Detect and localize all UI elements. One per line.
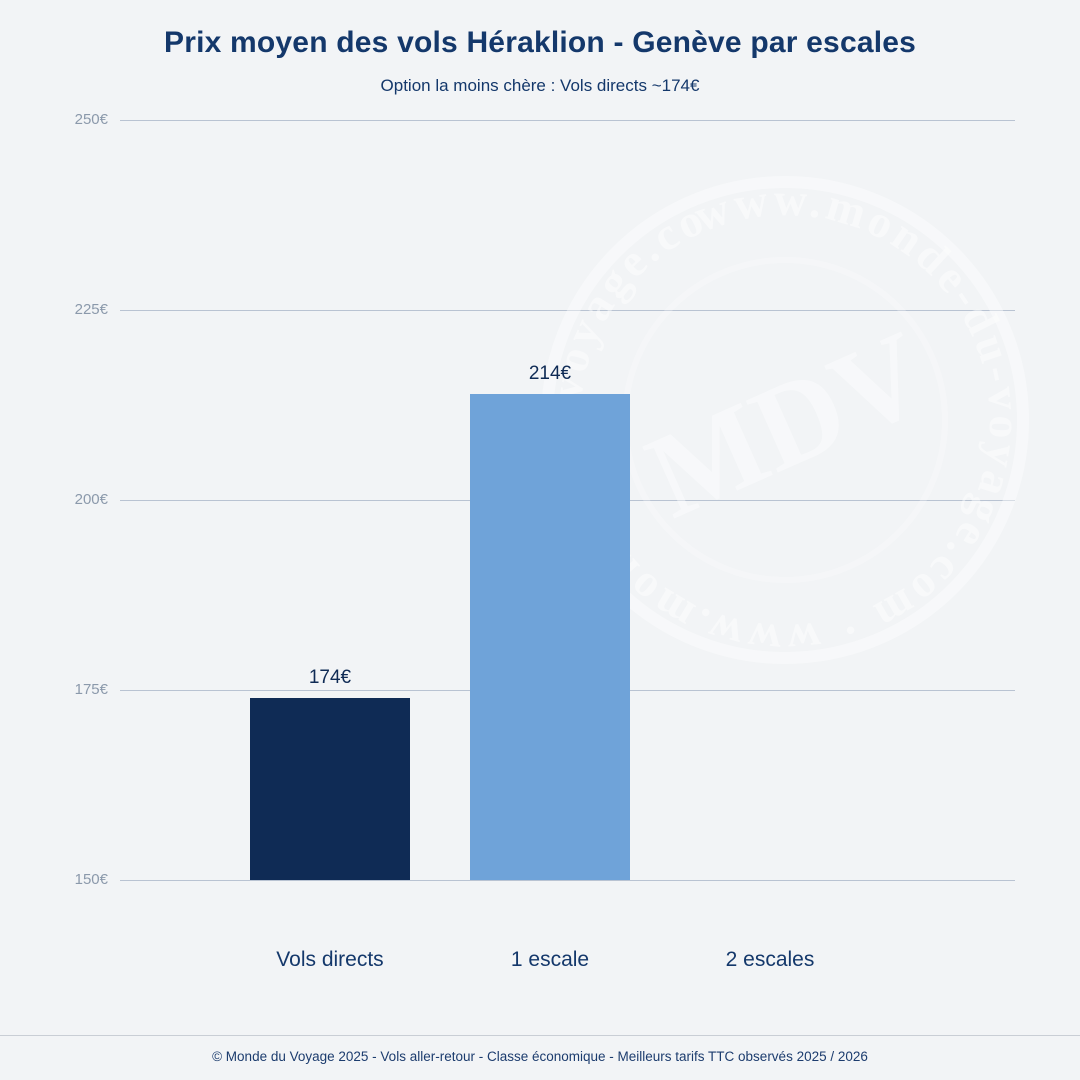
footer-divider [0, 1035, 1080, 1036]
footer-credit: © Monde du Voyage 2025 - Vols aller-reto… [212, 1049, 868, 1064]
bar-value-vols-directs: 174€ [308, 666, 352, 688]
xcat-label-2-escales: 2 escales [725, 948, 815, 971]
chart-title: Prix moyen des vols Héraklion - Genève p… [163, 26, 917, 59]
gridline-150 [120, 880, 1015, 881]
ytick-label-200: 200€ [74, 491, 108, 508]
gridline-225 [120, 310, 1015, 311]
xcat-label-vols-directs: Vols directs [276, 948, 384, 971]
chart-subtitle: Option la moins chère : Vols directs ~17… [380, 76, 700, 95]
bar-value-1-escale: 214€ [528, 362, 572, 384]
xcat-label-1-escale: 1 escale [510, 948, 590, 971]
ytick-label-175: 175€ [74, 681, 108, 698]
gridline-250 [120, 120, 1015, 121]
ytick-label-225: 225€ [74, 301, 108, 318]
ytick-label-150: 150€ [74, 871, 108, 888]
ytick-label-250: 250€ [74, 111, 108, 128]
bar-1-escale [470, 393, 630, 880]
bar-vols-directs [250, 697, 410, 880]
